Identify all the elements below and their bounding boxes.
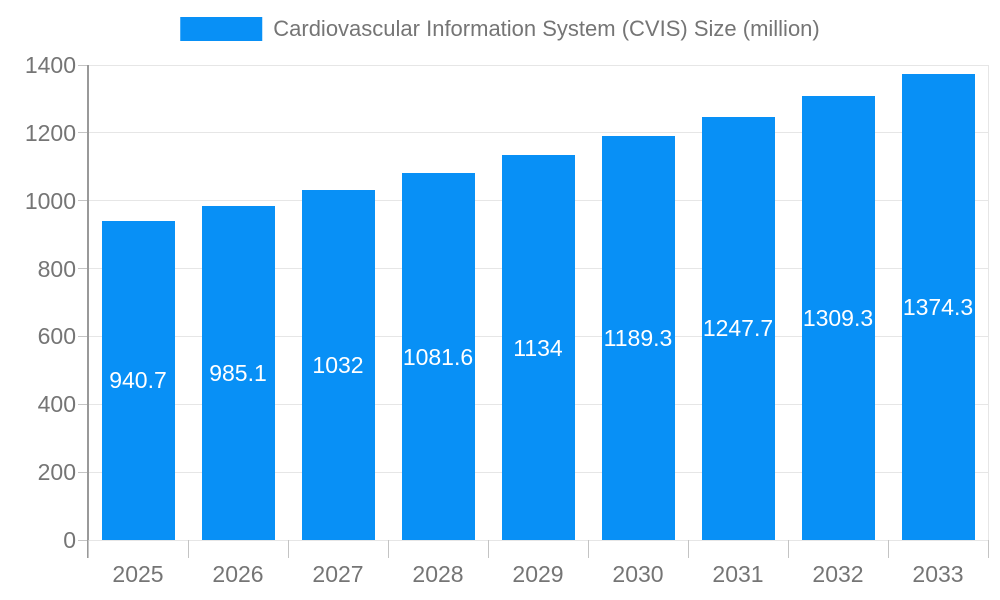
bar-2029: 1134 bbox=[501, 155, 575, 540]
x-axis-label: 2029 bbox=[512, 561, 564, 587]
bar-value-label: 1081.6 bbox=[402, 343, 474, 370]
y-axis-tick bbox=[78, 471, 88, 473]
y-axis-label: 0 bbox=[63, 527, 76, 553]
y-axis-label: 600 bbox=[37, 323, 76, 350]
chart-legend[interactable]: Cardiovascular Information System (CVIS)… bbox=[180, 16, 820, 42]
bar-2026: 985.1 bbox=[201, 205, 275, 540]
y-axis-tick bbox=[78, 539, 88, 541]
x-axis-tick bbox=[787, 540, 789, 558]
bar-value-label: 1309.3 bbox=[802, 304, 874, 331]
x-axis-tick bbox=[87, 540, 89, 558]
x-axis-label: 2025 bbox=[112, 561, 164, 587]
y-axis-label: 1000 bbox=[24, 187, 76, 214]
bar-2027: 1032 bbox=[301, 189, 375, 540]
y-axis-label: 400 bbox=[37, 391, 76, 418]
x-axis-label: 2028 bbox=[412, 561, 464, 587]
bar-value-label: 985.1 bbox=[209, 359, 267, 386]
x-axis-label: 2033 bbox=[912, 561, 964, 587]
x-axis-tick bbox=[187, 540, 189, 558]
x-axis-label: 2027 bbox=[312, 561, 364, 587]
x-axis-tick bbox=[387, 540, 389, 558]
bar-value-label: 940.7 bbox=[109, 367, 167, 394]
y-axis-tick bbox=[78, 403, 88, 405]
x-axis-tick bbox=[287, 540, 289, 558]
bar-2025: 940.7 bbox=[101, 220, 175, 540]
bar-2031: 1247.7 bbox=[701, 116, 775, 540]
bar-value-label: 1247.7 bbox=[702, 315, 774, 342]
plot-right-border bbox=[988, 65, 989, 540]
bar-2030: 1189.3 bbox=[601, 136, 675, 540]
gridline-1200 bbox=[88, 132, 988, 134]
x-axis-tick bbox=[987, 540, 989, 558]
y-axis-tick bbox=[78, 335, 88, 337]
x-axis-label: 2030 bbox=[612, 561, 664, 587]
y-axis-label: 800 bbox=[37, 255, 76, 282]
legend-swatch bbox=[180, 17, 263, 41]
y-axis-tick bbox=[78, 132, 88, 134]
y-axis-line bbox=[87, 65, 89, 558]
x-axis-tick bbox=[587, 540, 589, 558]
bar-value-label: 1134 bbox=[513, 334, 563, 361]
y-axis-label: 200 bbox=[37, 459, 76, 486]
bar-2028: 1081.6 bbox=[401, 173, 475, 540]
x-axis-tick bbox=[487, 540, 489, 558]
gridline-1400 bbox=[88, 64, 988, 66]
gridline-0 bbox=[88, 539, 988, 541]
x-axis-label: 2026 bbox=[212, 561, 264, 587]
x-axis-tick bbox=[687, 540, 689, 558]
bar-2033: 1374.3 bbox=[901, 73, 975, 540]
x-axis-label: 2031 bbox=[712, 561, 764, 587]
y-axis-tick bbox=[78, 64, 88, 66]
x-axis-tick bbox=[887, 540, 889, 558]
bar-value-label: 1374.3 bbox=[902, 293, 974, 320]
x-axis-label: 2032 bbox=[812, 561, 864, 587]
y-axis-label: 1400 bbox=[24, 52, 76, 78]
legend-label: Cardiovascular Information System (CVIS)… bbox=[273, 16, 820, 41]
bar-2032: 1309.3 bbox=[801, 95, 875, 540]
y-axis-tick bbox=[78, 268, 88, 270]
bar-value-label: 1032 bbox=[312, 351, 364, 378]
y-axis-label: 1200 bbox=[24, 119, 76, 146]
y-axis-tick bbox=[78, 200, 88, 202]
bar-value-label: 1189.3 bbox=[603, 325, 673, 352]
